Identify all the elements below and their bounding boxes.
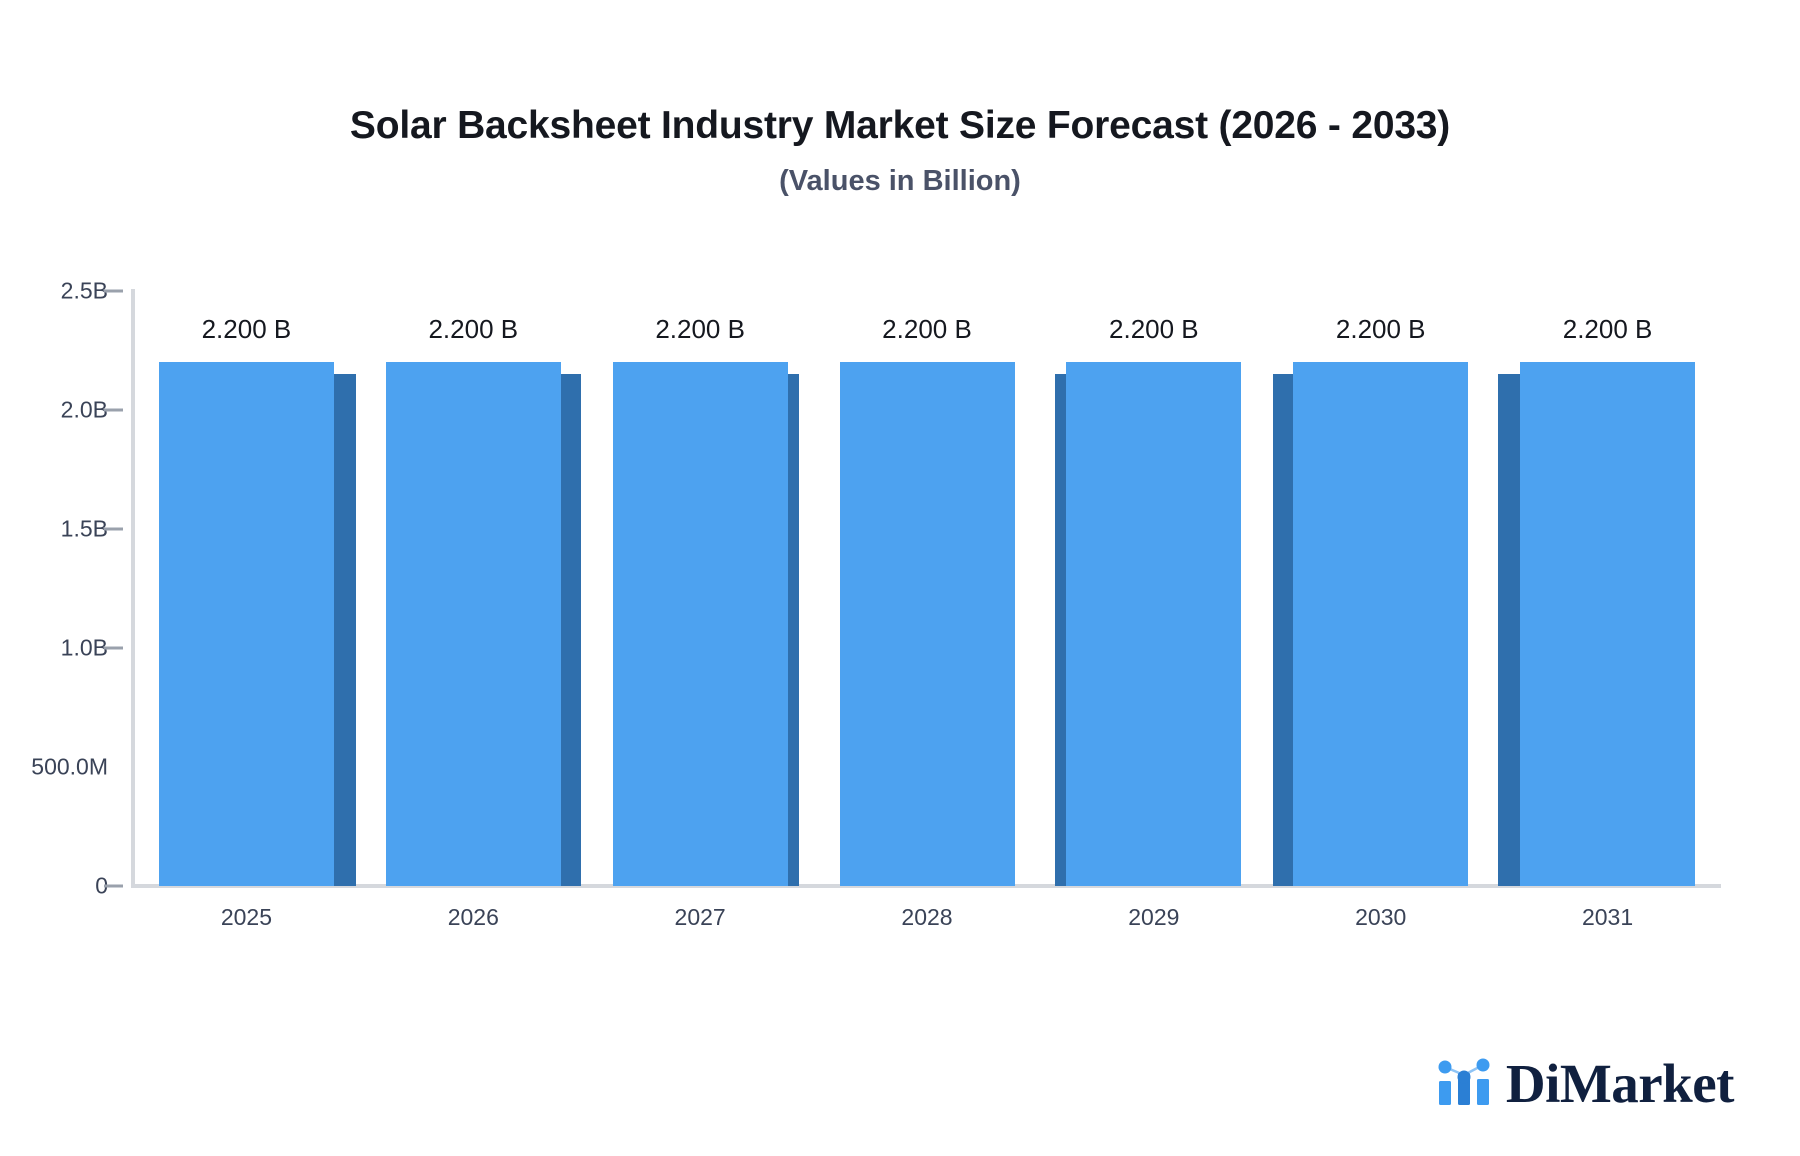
bar-side-face: [1055, 374, 1067, 886]
x-axis-line: [131, 884, 1721, 888]
bar-chart-icon: [1436, 1055, 1492, 1112]
y-axis-tick-mark: [104, 646, 123, 650]
x-axis-tick-label: 2027: [674, 904, 726, 930]
y-axis-tick-label: 2.0B: [60, 396, 108, 423]
bar-side-face: [787, 374, 799, 886]
y-axis-line: [131, 289, 135, 887]
y-axis-tick-mark: [104, 527, 123, 531]
y-axis-tick-label: 2.5B: [60, 277, 108, 304]
y-axis-tick-mark: [104, 289, 123, 293]
x-axis-tick-label: 2026: [447, 904, 499, 930]
y-axis-tick-label: 1.0B: [60, 634, 108, 661]
bar[interactable]: [158, 362, 356, 886]
bar-front-face: [385, 362, 561, 886]
bar-value-label: 2.200 B: [1562, 314, 1653, 345]
bar-front-face: [839, 362, 1015, 886]
bar-value-label: 2.200 B: [1335, 314, 1426, 345]
bar[interactable]: [612, 362, 799, 886]
bar[interactable]: [1055, 362, 1242, 886]
x-axis-tick-label: 2029: [1128, 904, 1180, 930]
bar-front-face: [1066, 362, 1242, 886]
bar-front-face: [158, 362, 334, 886]
bar-value-label: 2.200 B: [201, 314, 292, 345]
bar[interactable]: [1273, 362, 1469, 886]
bar-value-label: 2.200 B: [882, 314, 972, 345]
bar-front-face: [1520, 362, 1696, 886]
bar-side-face: [1273, 374, 1294, 886]
y-axis-tick-mark: [104, 408, 123, 412]
y-axis-tick-mark: [104, 884, 123, 888]
bar-value-label: 2.200 B: [655, 314, 745, 345]
bar-side-face: [1498, 374, 1521, 886]
bar-side-face: [560, 374, 581, 886]
logo-text: DiMarket: [1505, 1053, 1735, 1114]
y-axis-tick-label: 0: [95, 872, 108, 899]
bar[interactable]: [1498, 362, 1696, 886]
bar-side-face: [333, 374, 356, 886]
x-axis-tick-label: 2025: [220, 904, 273, 930]
x-axis-tick-label: 2028: [901, 904, 953, 930]
bar-front-face: [612, 362, 788, 886]
bar-value-label: 2.200 B: [1109, 314, 1199, 345]
y-axis-tick-label: 1.5B: [60, 515, 108, 542]
y-axis-tick-label: 500.0M: [31, 753, 108, 780]
chart-subtitle: (Values in Billion): [779, 164, 1021, 197]
page-title: Solar Backsheet Industry Market Size For…: [349, 104, 1451, 147]
bar-front-face: [1293, 362, 1469, 886]
bar[interactable]: [839, 362, 1015, 886]
bar[interactable]: [385, 362, 581, 886]
title-block: Solar Backsheet Industry Market Size For…: [0, 104, 1800, 198]
x-axis-tick-label: 2030: [1355, 904, 1407, 930]
bar-value-label: 2.200 B: [428, 314, 519, 345]
x-axis-tick-label: 2031: [1581, 904, 1634, 930]
dimarket-logo: DiMarket: [1436, 1053, 1735, 1114]
